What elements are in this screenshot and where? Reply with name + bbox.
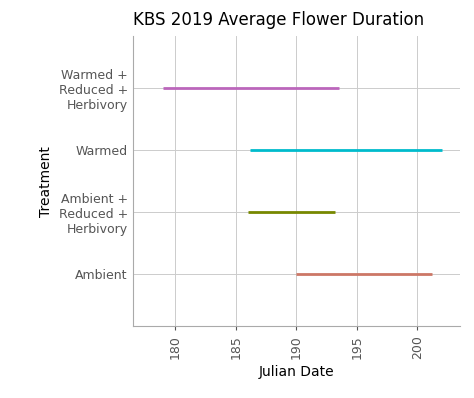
Text: KBS 2019 Average Flower Duration: KBS 2019 Average Flower Duration: [133, 11, 424, 29]
Y-axis label: Treatment: Treatment: [39, 146, 53, 217]
X-axis label: Julian Date: Julian Date: [258, 365, 334, 379]
